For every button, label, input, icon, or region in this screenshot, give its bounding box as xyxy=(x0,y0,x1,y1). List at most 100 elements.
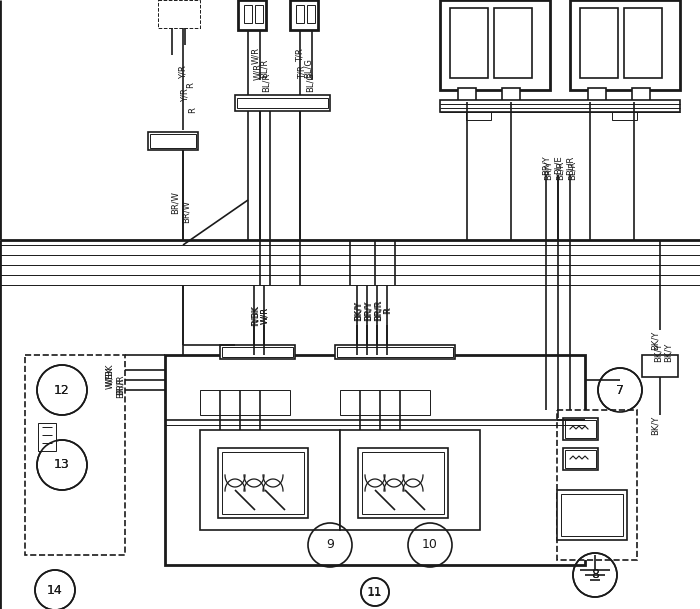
Text: BR/W: BR/W xyxy=(171,192,179,214)
Bar xyxy=(222,452,304,514)
Bar xyxy=(362,452,444,514)
Text: BL/R: BL/R xyxy=(568,160,577,180)
Text: BR/Y: BR/Y xyxy=(363,301,372,321)
Bar xyxy=(150,134,196,148)
Text: BL/R: BL/R xyxy=(260,58,269,77)
Bar xyxy=(340,390,430,415)
Text: Y/R: Y/R xyxy=(181,88,190,102)
Text: T/R: T/R xyxy=(298,65,307,79)
Bar xyxy=(612,112,637,120)
Text: BL/R: BL/R xyxy=(262,72,270,91)
Bar xyxy=(218,448,308,518)
Bar xyxy=(458,88,476,102)
Bar xyxy=(557,490,627,540)
Text: R/BK: R/BK xyxy=(251,306,260,326)
Text: BL/G: BL/G xyxy=(305,72,314,92)
Bar xyxy=(450,8,488,78)
Text: BK/Y: BK/Y xyxy=(354,301,363,320)
Text: 11: 11 xyxy=(367,585,383,599)
Bar xyxy=(337,347,453,357)
Bar xyxy=(570,0,680,90)
Text: 8: 8 xyxy=(591,568,599,582)
Text: BK/Y: BK/Y xyxy=(654,342,662,362)
Text: 12: 12 xyxy=(54,384,70,396)
Bar xyxy=(25,355,125,555)
Bar xyxy=(335,345,455,359)
Text: BL/R: BL/R xyxy=(556,160,564,180)
Text: 13: 13 xyxy=(54,459,70,471)
Bar xyxy=(38,423,56,451)
Bar xyxy=(220,345,295,359)
Text: 9: 9 xyxy=(326,538,334,552)
Text: BR/R: BR/R xyxy=(374,301,382,322)
Text: W/BK: W/BK xyxy=(106,367,115,389)
Bar xyxy=(358,448,448,518)
Bar xyxy=(588,88,606,102)
Bar xyxy=(235,95,330,111)
Text: T/R: T/R xyxy=(295,48,304,62)
Bar xyxy=(165,355,585,565)
Text: BK/Y: BK/Y xyxy=(354,300,363,320)
Bar xyxy=(561,494,623,536)
Text: 7: 7 xyxy=(616,384,624,396)
Text: Y/R: Y/R xyxy=(178,65,188,79)
Text: BR/Y: BR/Y xyxy=(543,160,552,180)
Bar xyxy=(502,88,520,102)
Bar xyxy=(580,8,618,78)
Text: 7: 7 xyxy=(616,384,624,396)
Bar xyxy=(222,347,293,357)
Bar xyxy=(200,430,340,530)
Text: BR/W: BR/W xyxy=(181,200,190,224)
Bar xyxy=(296,5,304,23)
Text: BR/R: BR/R xyxy=(116,378,125,398)
Text: BR/Y: BR/Y xyxy=(542,155,550,175)
Text: BK/Y: BK/Y xyxy=(650,415,659,435)
Bar xyxy=(340,430,480,530)
Bar xyxy=(307,5,315,23)
Bar xyxy=(255,5,263,23)
Bar xyxy=(563,448,598,470)
Text: R: R xyxy=(384,308,393,314)
Bar xyxy=(200,390,290,415)
Text: BL/G: BL/G xyxy=(304,58,312,78)
Text: BR/R: BR/R xyxy=(116,375,125,395)
Bar xyxy=(148,132,198,150)
Text: W/R: W/R xyxy=(260,306,270,323)
Text: BR/Y: BR/Y xyxy=(363,300,372,320)
Text: 8: 8 xyxy=(591,568,599,582)
Text: BR/R: BR/R xyxy=(374,300,382,320)
Bar xyxy=(244,5,252,23)
Bar xyxy=(565,450,596,468)
Bar xyxy=(642,355,678,377)
Bar xyxy=(624,8,662,78)
Bar xyxy=(557,410,637,560)
Text: 14: 14 xyxy=(47,583,63,596)
Text: BK/Y: BK/Y xyxy=(650,330,659,350)
Text: R: R xyxy=(384,307,393,313)
Bar xyxy=(440,100,680,112)
Text: W/R: W/R xyxy=(253,63,262,80)
Bar xyxy=(237,98,328,108)
Bar xyxy=(494,8,532,78)
Bar xyxy=(563,418,598,440)
Text: W/BK: W/BK xyxy=(106,364,115,386)
Text: BL/E: BL/E xyxy=(554,156,563,174)
Text: R/BK: R/BK xyxy=(251,305,260,325)
Text: 10: 10 xyxy=(422,538,438,552)
Text: 14: 14 xyxy=(47,583,63,596)
Text: BK/Y: BK/Y xyxy=(664,342,673,362)
Text: R: R xyxy=(186,82,195,88)
Text: 11: 11 xyxy=(368,587,382,597)
Text: BL/R: BL/R xyxy=(566,155,575,175)
Bar xyxy=(290,0,318,30)
Bar xyxy=(565,420,596,438)
Bar xyxy=(466,112,491,120)
Text: R: R xyxy=(188,107,197,113)
Bar xyxy=(158,0,200,28)
Bar xyxy=(632,88,650,102)
Text: 12: 12 xyxy=(54,384,70,396)
Bar xyxy=(238,0,266,30)
Bar xyxy=(440,0,550,90)
Text: W/R: W/R xyxy=(251,46,260,63)
Text: 13: 13 xyxy=(54,459,70,471)
